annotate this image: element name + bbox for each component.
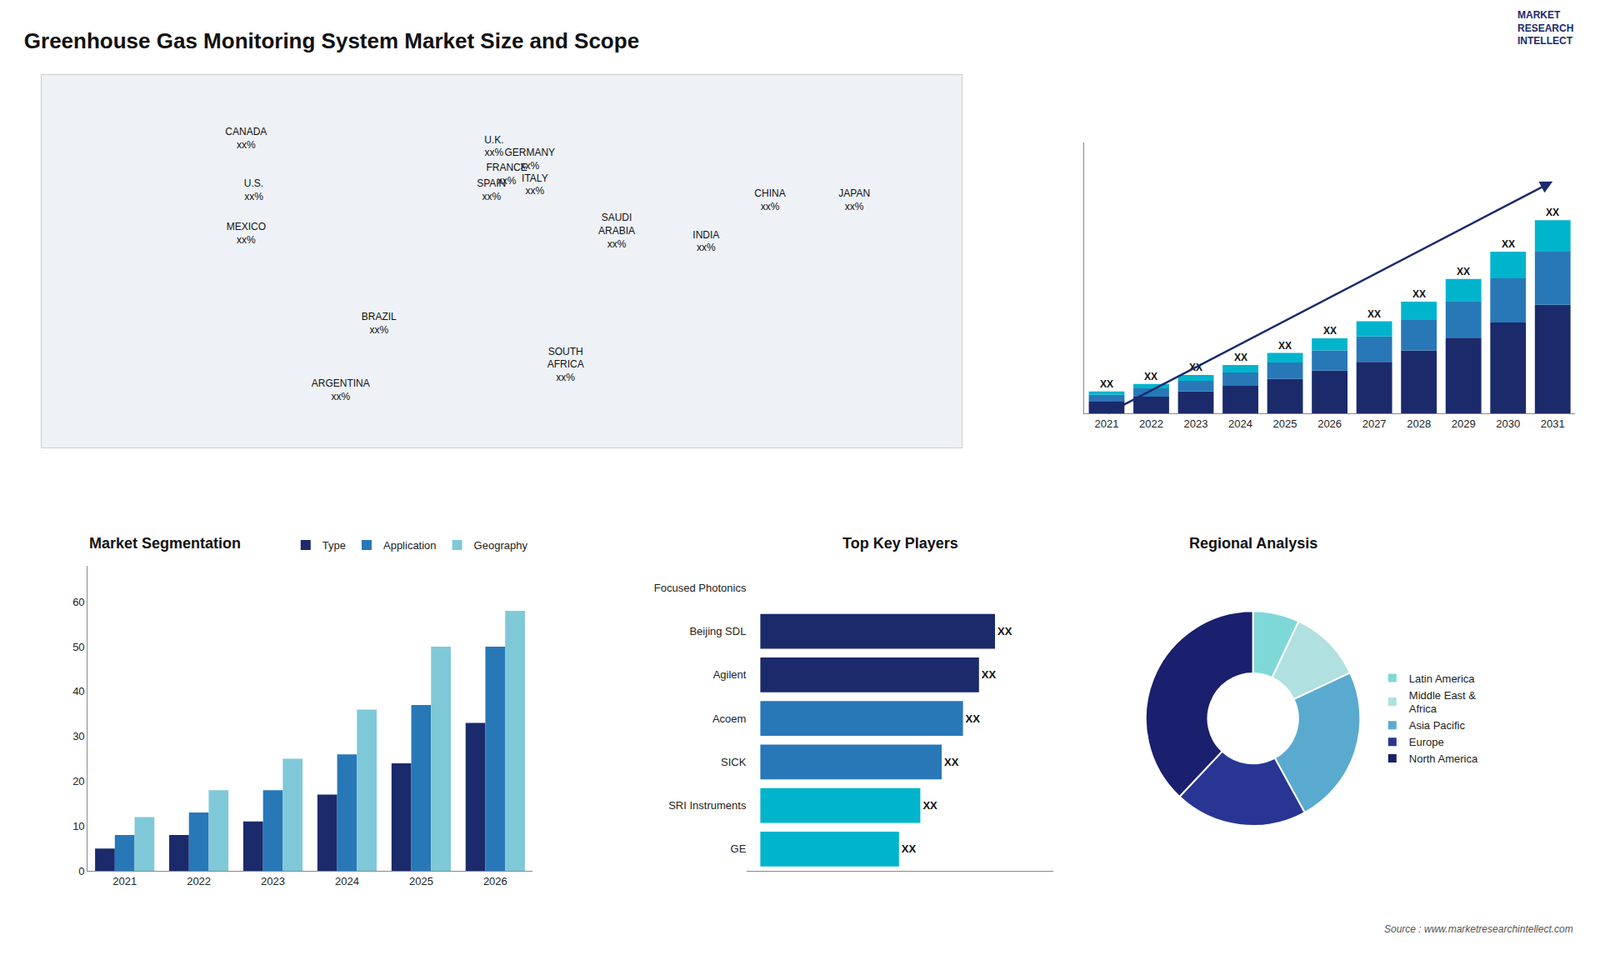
svg-text:GERMANYxx%: GERMANYxx% [504,146,555,172]
svg-text:10: 10 [72,820,85,833]
svg-text:Asia Pacific: Asia Pacific [1409,719,1466,732]
svg-text:XX: XX [965,712,981,725]
svg-text:2021: 2021 [1094,417,1119,430]
svg-text:2031: 2031 [1540,417,1565,430]
svg-text:XX: XX [1412,288,1426,300]
svg-text:20: 20 [72,775,85,788]
svg-text:30: 30 [72,730,85,743]
svg-text:XX: XX [1189,361,1203,374]
svg-text:Application: Application [383,539,437,552]
svg-text:2026: 2026 [483,875,508,888]
svg-text:XX: XX [1144,370,1158,383]
svg-text:SICK: SICK [720,755,747,769]
svg-text:XX: XX [1100,378,1114,390]
svg-text:ITALYxx%: ITALYxx% [521,172,549,198]
svg-text:JAPANxx%: JAPANxx% [838,187,870,213]
svg-text:SPAINxx%: SPAINxx% [476,177,506,203]
svg-text:Type: Type [322,539,346,552]
svg-text:XX: XX [997,625,1013,638]
svg-text:CANADAxx%: CANADAxx% [225,125,267,151]
svg-text:2027: 2027 [1362,417,1387,430]
svg-text:XX: XX [1545,206,1560,219]
svg-text:SAUDIARABIAxx%: SAUDIARABIAxx% [598,211,635,250]
svg-text:XX: XX [1456,265,1470,278]
svg-text:XX: XX [1234,351,1248,364]
svg-text:ARGENTINAxx%: ARGENTINAxx% [311,377,370,403]
svg-text:2025: 2025 [1273,417,1298,430]
svg-text:Market Segmentation: Market Segmentation [89,535,241,552]
svg-text:2030: 2030 [1495,417,1520,430]
svg-text:Middle East &Africa: Middle East &Africa [1409,689,1477,716]
svg-text:INDIAxx%: INDIAxx% [692,229,720,255]
svg-text:2022: 2022 [1139,417,1164,430]
svg-text:2023: 2023 [260,875,285,888]
svg-text:0: 0 [78,865,85,878]
svg-text:2022: 2022 [186,875,211,888]
svg-text:XX: XX [944,755,960,769]
svg-text:Source : www.marketresearchint: Source : www.marketresearchintellect.com [1384,923,1574,935]
svg-text:2023: 2023 [1184,417,1209,430]
svg-text:Geography: Geography [474,539,529,552]
svg-text:Greenhouse Gas Monitoring Syst: Greenhouse Gas Monitoring System Market … [24,28,640,54]
svg-text:2024: 2024 [1228,417,1253,430]
svg-text:CHINAxx%: CHINAxx% [754,187,785,213]
svg-text:2026: 2026 [1317,417,1342,430]
svg-text:MEXICOxx%: MEXICOxx% [226,220,266,246]
svg-text:U.K.xx%: U.K.xx% [484,134,504,160]
svg-text:2025: 2025 [409,875,434,888]
svg-text:U.S.xx%: U.S.xx% [244,177,264,203]
svg-text:XX: XX [981,668,997,681]
svg-text:XX: XX [901,842,917,855]
svg-text:XX: XX [1278,340,1292,352]
svg-text:2021: 2021 [112,875,137,888]
svg-text:Acoem: Acoem [712,712,746,725]
svg-text:Beijing SDL: Beijing SDL [689,625,746,638]
svg-text:60: 60 [72,595,85,609]
svg-text:FRANCExx%: FRANCExx% [485,161,527,187]
svg-text:GE: GE [730,842,747,855]
svg-text:50: 50 [72,640,85,654]
svg-text:XX: XX [922,799,938,812]
svg-text:Latin America: Latin America [1409,672,1476,685]
svg-text:XX: XX [1501,238,1515,250]
svg-text:SOUTHAFRICAxx%: SOUTHAFRICAxx% [547,345,585,384]
svg-text:North America: North America [1409,752,1479,765]
svg-text:SRI Instruments: SRI Instruments [668,799,747,812]
svg-text:Regional Analysis: Regional Analysis [1189,535,1318,552]
svg-text:XX: XX [1323,325,1337,337]
svg-text:2024: 2024 [335,875,360,888]
svg-text:2029: 2029 [1451,417,1476,430]
svg-text:Focused Photonics: Focused Photonics [654,581,747,595]
svg-text:XX: XX [1367,308,1381,320]
svg-text:Agilent: Agilent [713,668,747,681]
svg-text:Top Key Players: Top Key Players [842,535,959,552]
svg-text:2028: 2028 [1406,417,1431,430]
svg-text:Europe: Europe [1409,735,1445,749]
svg-text:40: 40 [72,685,85,698]
svg-text:MARKETRESEARCHINTELLECT: MARKETRESEARCHINTELLECT [1517,9,1574,47]
svg-text:BRAZILxx%: BRAZILxx% [361,310,397,336]
